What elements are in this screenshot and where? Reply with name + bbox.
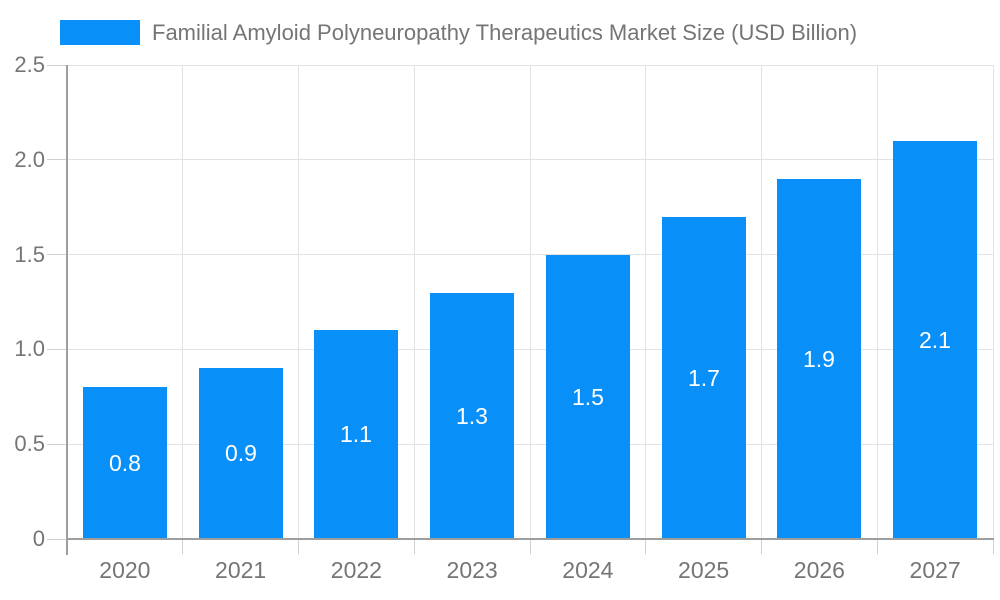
x-axis-label: 2021 — [215, 557, 267, 583]
x-tick — [992, 539, 994, 554]
bar-value-label: 1.5 — [572, 383, 604, 410]
y-axis-line — [66, 65, 68, 555]
bar: 1.3 — [430, 293, 514, 539]
v-gridline — [876, 65, 878, 539]
y-tick — [47, 254, 67, 256]
y-tick — [47, 538, 67, 540]
bar: 1.9 — [777, 179, 861, 539]
x-tick — [761, 539, 762, 554]
x-tick — [529, 539, 531, 554]
bar-value-label: 0.8 — [109, 449, 141, 476]
bar-value-label: 1.3 — [456, 402, 488, 429]
y-axis-label: 1.0 — [14, 336, 45, 362]
x-axis-line — [66, 538, 994, 540]
y-axis-label: 0 — [32, 526, 45, 551]
y-axis-label: 0.5 — [14, 431, 45, 457]
bar: 1.1 — [314, 330, 398, 539]
y-axis-label: 1.5 — [14, 241, 45, 267]
legend-swatch — [60, 20, 140, 45]
bar: 1.5 — [546, 255, 630, 539]
y-tick — [47, 159, 67, 161]
v-gridline — [992, 65, 994, 539]
y-tick — [47, 64, 67, 66]
v-gridline — [182, 65, 184, 539]
bar-value-label: 1.9 — [803, 345, 835, 372]
x-axis-label: 2020 — [99, 557, 151, 583]
v-gridline — [413, 65, 415, 539]
bar-value-label: 2.1 — [919, 326, 951, 353]
x-axis-label: 2023 — [446, 557, 498, 583]
bar: 1.7 — [662, 217, 746, 539]
x-tick — [645, 539, 647, 554]
bar: 2.1 — [893, 141, 977, 539]
v-gridline — [529, 65, 531, 539]
x-tick — [298, 539, 299, 554]
v-gridline — [645, 65, 647, 539]
x-axis-label: 2027 — [909, 557, 961, 583]
x-axis-label: 2022 — [330, 557, 382, 583]
y-axis-label: 2.5 — [14, 52, 45, 77]
y-axis-label: 2.0 — [14, 146, 45, 172]
chart-title: Familial Amyloid Polyneuropathy Therapeu… — [152, 20, 858, 45]
x-tick — [876, 539, 878, 554]
bar-value-label: 1.7 — [688, 364, 720, 391]
y-tick — [47, 443, 67, 445]
bar: 0.8 — [83, 387, 167, 539]
bar: 0.9 — [199, 368, 283, 539]
x-axis-label: 2025 — [678, 557, 730, 583]
bar-value-label: 1.1 — [340, 421, 372, 447]
x-tick — [182, 539, 184, 554]
y-tick — [47, 348, 67, 350]
v-gridline — [298, 65, 299, 539]
x-tick — [413, 539, 415, 554]
x-axis-label: 2026 — [793, 557, 845, 583]
x-axis-label: 2024 — [562, 557, 614, 583]
v-gridline — [761, 65, 762, 539]
bar-value-label: 0.9 — [225, 440, 257, 466]
